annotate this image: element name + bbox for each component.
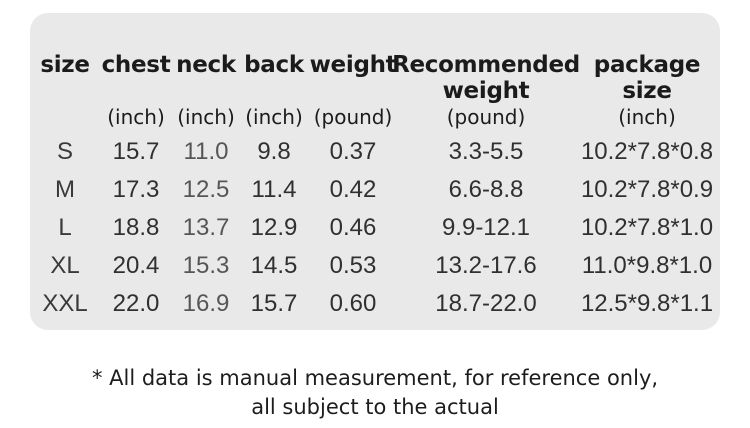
table-row-xxl: XXL 22.0 16.9 15.7 0.60 18.7-22.0 12.5*9… (30, 285, 720, 323)
cell-back: 15.7 (250, 290, 298, 317)
cell-package-size: 12.5*9.8*1.1 (580, 290, 714, 317)
cell-back: 9.8 (257, 138, 291, 165)
column-label: package (593, 52, 701, 78)
cell-chest: 17.3 (112, 176, 160, 203)
column-unit: (inch) (618, 105, 676, 129)
column-label: back (244, 52, 304, 78)
column-label: Recommended (392, 52, 580, 78)
cell-chest: 15.7 (112, 138, 160, 165)
size-chart-panel: size chest (inch) neck (inch) back (inch… (30, 13, 720, 330)
cell-package-size: 10.2*7.8*1.0 (580, 214, 714, 241)
cell-size: L (58, 214, 72, 241)
column-label: chest (101, 52, 171, 78)
column-header-back: back (inch) (240, 51, 308, 130)
cell-neck: 11.0 (183, 138, 229, 165)
column-label: neck (176, 52, 236, 78)
cell-size: XL (50, 252, 80, 279)
cell-recommended-weight: 3.3-5.5 (448, 138, 524, 165)
cell-package-size: 11.0*9.8*1.0 (581, 252, 713, 279)
column-header-package-size: package size (inch) (574, 51, 720, 130)
cell-recommended-weight: 9.9-12.1 (441, 214, 531, 241)
cell-package-size: 10.2*7.8*0.9 (580, 176, 714, 203)
column-label: weight (309, 52, 397, 78)
table-body: S 15.7 11.0 9.8 0.37 3.3-5.5 10.2*7.8*0.… (30, 133, 720, 323)
column-label-2: size (622, 78, 672, 104)
table-row-l: L 18.8 13.7 12.9 0.46 9.9-12.1 10.2*7.8*… (30, 209, 720, 247)
column-unit: (inch) (107, 105, 165, 129)
column-unit: (pound) (446, 105, 526, 129)
cell-package-size: 10.2*7.8*0.8 (580, 138, 714, 165)
footnote-line-2: all subject to the actual (251, 395, 499, 419)
column-unit: (pound) (313, 105, 393, 129)
cell-back: 14.5 (250, 252, 298, 279)
column-label-2: weight (442, 78, 530, 104)
column-header-recommended-weight: Recommended weight (pound) (392, 51, 580, 130)
column-header-neck: neck (inch) (172, 51, 240, 130)
cell-neck: 12.5 (182, 176, 230, 203)
cell-weight: 0.53 (329, 252, 377, 279)
cell-recommended-weight: 6.6-8.8 (448, 176, 524, 203)
cell-neck: 16.9 (182, 290, 230, 317)
footnote-line-1: * All data is manual measurement, for re… (91, 366, 659, 390)
cell-weight: 0.46 (329, 214, 377, 241)
cell-weight: 0.42 (329, 176, 377, 203)
cell-chest: 20.4 (112, 252, 160, 279)
table-row-xl: XL 20.4 15.3 14.5 0.53 13.2-17.6 11.0*9.… (30, 247, 720, 285)
cell-recommended-weight: 13.2-17.6 (435, 252, 537, 279)
column-unit: (inch) (245, 105, 303, 129)
cell-weight: 0.60 (329, 290, 377, 317)
column-header-weight: weight (pound) (308, 51, 398, 130)
column-unit: (inch) (177, 105, 235, 129)
cell-recommended-weight: 18.7-22.0 (435, 290, 537, 317)
column-label: size (40, 52, 90, 78)
cell-size: S (56, 138, 73, 165)
cell-back: 11.4 (251, 176, 297, 203)
cell-back: 12.9 (250, 214, 298, 241)
cell-chest: 18.8 (112, 214, 160, 241)
footnote: * All data is manual measurement, for re… (0, 364, 750, 422)
cell-chest: 22.0 (112, 290, 160, 317)
cell-weight: 0.37 (329, 138, 377, 165)
column-header-chest: chest (inch) (100, 51, 172, 130)
cell-size: M (55, 176, 75, 203)
cell-neck: 13.7 (182, 214, 230, 241)
table-header: size chest (inch) neck (inch) back (inch… (30, 13, 720, 130)
column-header-size: size (30, 51, 100, 130)
cell-size: XXL (42, 290, 88, 317)
cell-neck: 15.3 (182, 252, 230, 279)
table-row-s: S 15.7 11.0 9.8 0.37 3.3-5.5 10.2*7.8*0.… (30, 133, 720, 171)
table-row-m: M 17.3 12.5 11.4 0.42 6.6-8.8 10.2*7.8*0… (30, 171, 720, 209)
